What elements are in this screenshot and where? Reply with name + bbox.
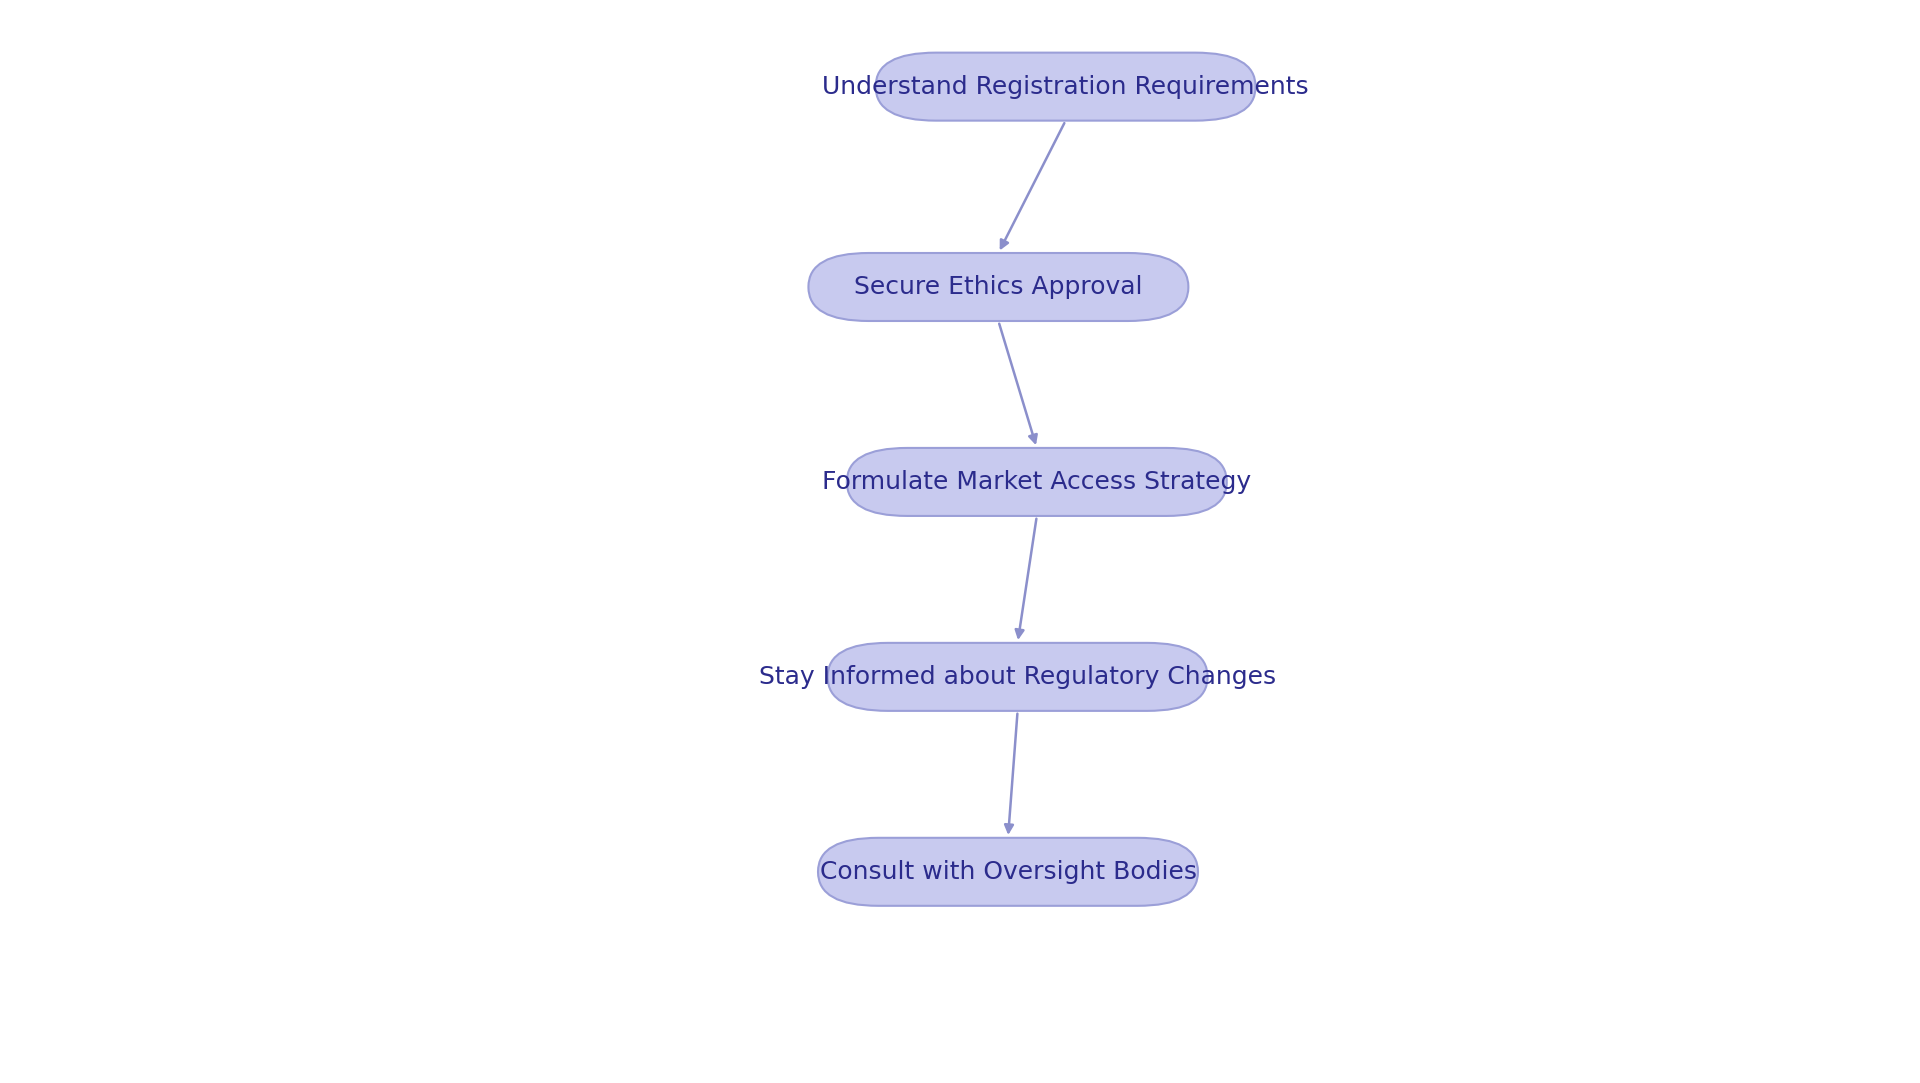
Text: Stay Informed about Regulatory Changes: Stay Informed about Regulatory Changes xyxy=(758,665,1277,689)
FancyBboxPatch shape xyxy=(828,643,1208,710)
Text: Secure Ethics Approval: Secure Ethics Approval xyxy=(854,275,1142,299)
FancyBboxPatch shape xyxy=(818,838,1198,905)
Text: Consult with Oversight Bodies: Consult with Oversight Bodies xyxy=(820,860,1196,884)
FancyBboxPatch shape xyxy=(847,448,1227,516)
Text: Understand Registration Requirements: Understand Registration Requirements xyxy=(822,75,1309,99)
FancyBboxPatch shape xyxy=(808,253,1188,321)
FancyBboxPatch shape xyxy=(876,53,1256,120)
Text: Formulate Market Access Strategy: Formulate Market Access Strategy xyxy=(822,470,1252,494)
